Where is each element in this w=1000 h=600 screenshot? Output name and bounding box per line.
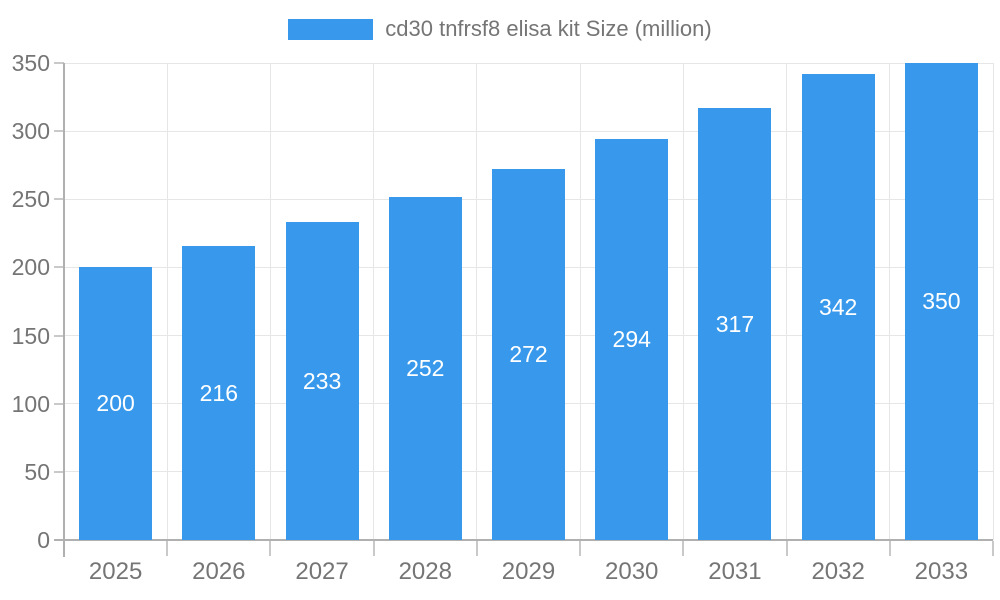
v-gridline: [889, 63, 891, 540]
y-axis-tick-label: 350: [11, 50, 50, 76]
y-axis-tick: [54, 62, 64, 64]
h-gridline: [64, 62, 993, 64]
v-gridline: [373, 63, 375, 540]
v-gridline: [682, 63, 684, 540]
bar-2029: 272: [492, 169, 565, 540]
y-axis-tick-label: 150: [11, 322, 50, 349]
chart-legend: cd30 tnfrsf8 elisa kit Size (million): [0, 16, 1000, 42]
bar-value-label: 252: [406, 355, 445, 381]
x-axis-tick: [475, 541, 478, 556]
x-axis-tick-label: 2029: [501, 558, 556, 585]
bar-value-label: 342: [818, 293, 858, 320]
x-axis-tick: [372, 541, 375, 556]
y-axis-tick: [54, 402, 64, 405]
y-axis-line: [63, 63, 65, 557]
y-axis-tick-label: 300: [11, 118, 50, 145]
y-axis-tick: [54, 130, 64, 133]
y-axis-tick-label: 250: [11, 186, 50, 213]
bar-2030: 294: [595, 139, 669, 540]
bar-value-label: 294: [612, 326, 651, 352]
y-axis-tick-label: 0: [37, 527, 50, 553]
x-axis-tick-label: 2028: [398, 558, 452, 585]
x-axis-tick-label: 2033: [914, 558, 969, 585]
legend-swatch: [288, 18, 374, 40]
x-axis-tick-label: 2025: [88, 558, 143, 585]
bar-2033: 350: [904, 63, 978, 540]
y-axis-tick: [54, 334, 64, 337]
bar-value-label: 233: [302, 367, 342, 394]
bar-value-label: 272: [509, 341, 548, 367]
bar-value-label: 317: [715, 310, 755, 337]
bar-value-label: 216: [199, 379, 239, 406]
bar-2027: 233: [285, 222, 359, 540]
v-gridline: [269, 63, 271, 540]
x-axis-tick-label: 2026: [192, 558, 246, 585]
h-gridline: [64, 130, 993, 132]
x-axis-tick: [785, 541, 788, 556]
legend-title: cd30 tnfrsf8 elisa kit Size (million): [385, 16, 712, 41]
x-axis-tick: [888, 541, 891, 556]
x-axis-tick-label: 2032: [811, 558, 865, 585]
bar-2025: 200: [79, 267, 153, 540]
x-axis-tick: [166, 541, 169, 556]
v-gridline: [992, 63, 994, 540]
y-axis-tick: [54, 266, 64, 269]
y-axis-tick-label: 50: [24, 458, 50, 485]
bar-2032: 342: [801, 74, 875, 540]
x-axis-tick: [579, 541, 582, 556]
bar-2031: 317: [698, 108, 772, 540]
v-gridline: [476, 63, 478, 540]
y-axis-tick-label: 200: [11, 254, 50, 281]
x-axis-line: [54, 539, 993, 541]
x-axis-tick-label: 2031: [708, 558, 762, 585]
x-axis-tick-label: 2030: [605, 558, 659, 585]
v-gridline: [786, 63, 788, 540]
v-gridline: [166, 63, 168, 540]
y-axis-tick: [54, 470, 64, 473]
v-gridline: [579, 63, 581, 540]
x-axis-tick: [269, 541, 272, 556]
x-axis-tick: [682, 541, 685, 556]
bar-value-label: 200: [96, 390, 135, 416]
y-axis-tick-label: 100: [11, 390, 50, 417]
bar-2026: 216: [182, 246, 256, 540]
x-axis-tick-label: 2027: [295, 558, 349, 585]
bar-value-label: 350: [922, 288, 961, 314]
y-axis-tick: [54, 198, 64, 201]
bar-2028: 252: [388, 197, 462, 540]
x-axis-tick: [992, 541, 994, 556]
